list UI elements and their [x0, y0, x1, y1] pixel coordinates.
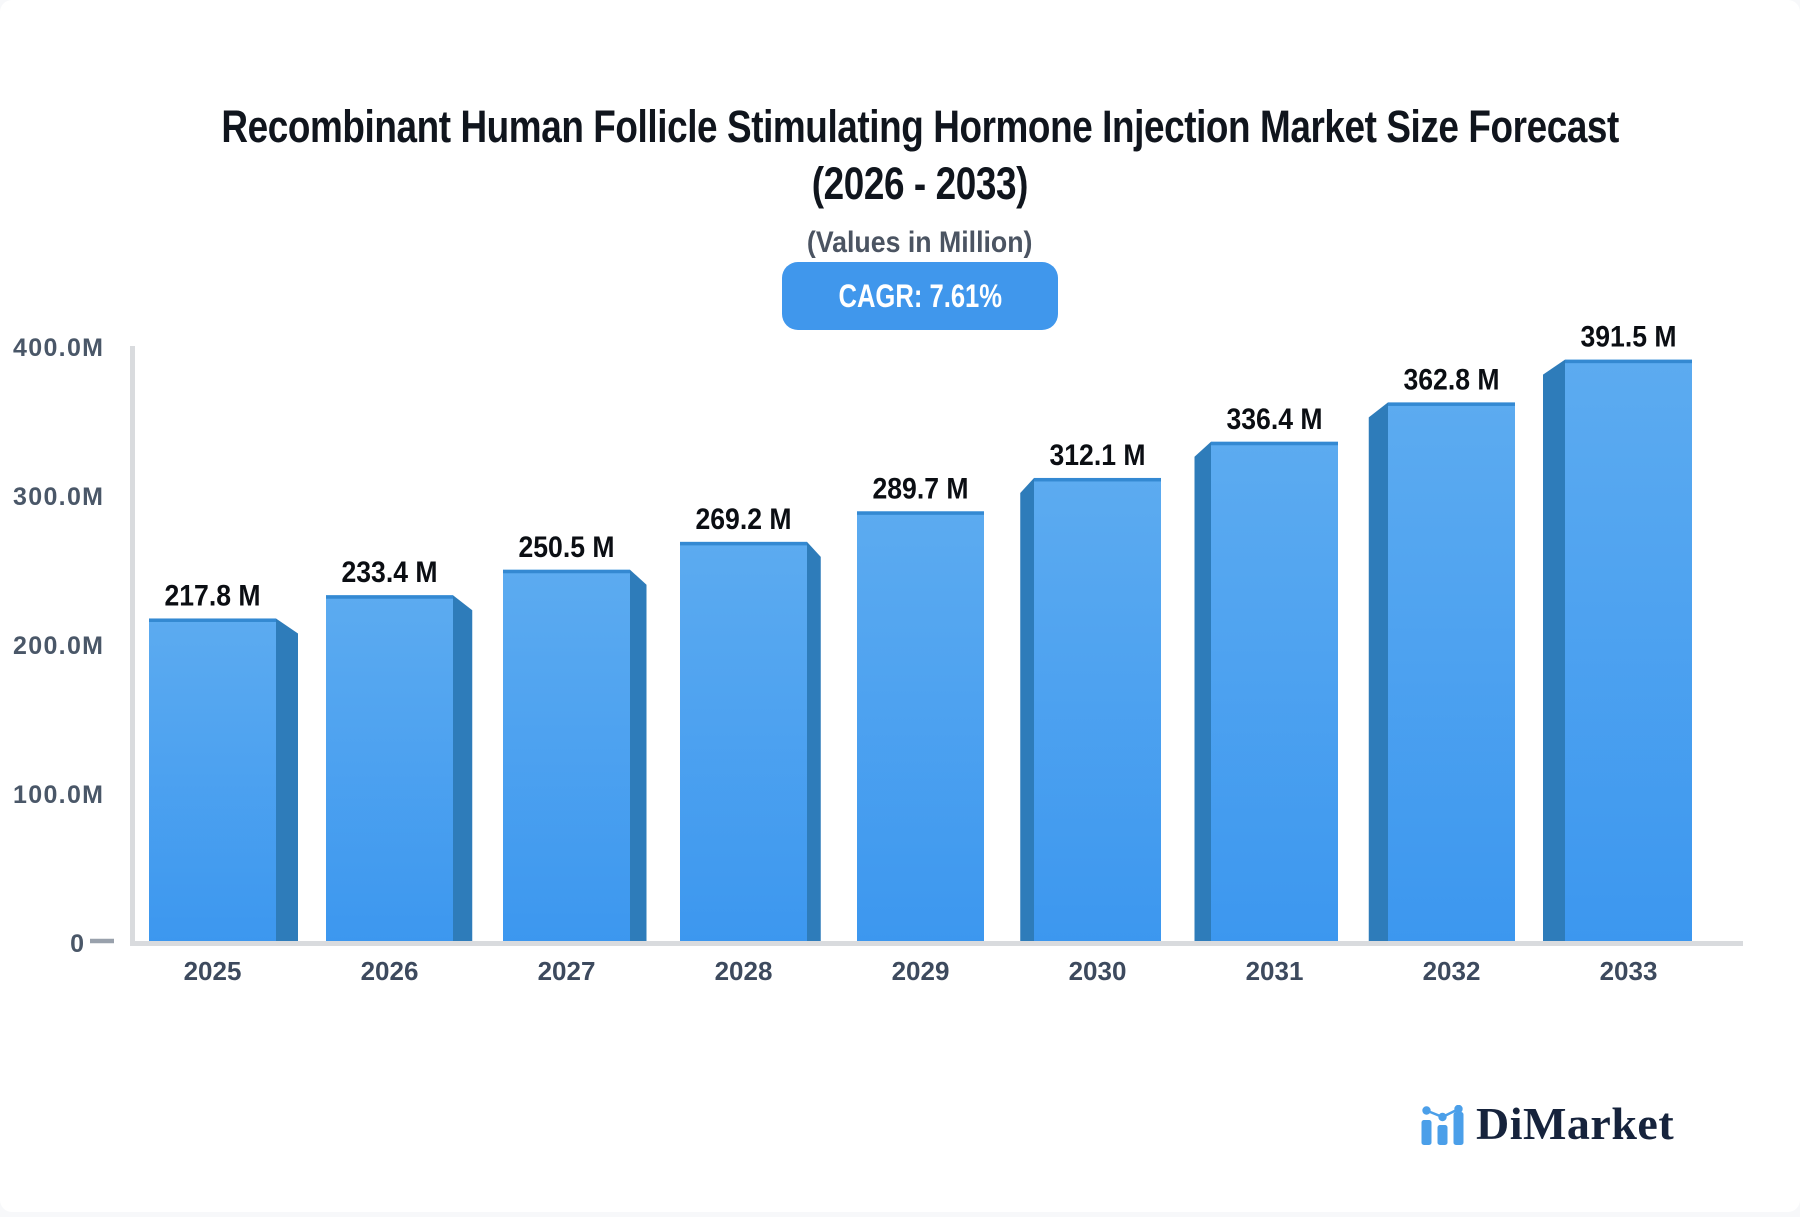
bar-side-3d [1020, 477, 1034, 944]
x-axis-tick-label: 2026 [361, 956, 419, 986]
bar-value-label: 217.8 M [165, 579, 261, 612]
bar-value-label: 269.2 M [696, 503, 792, 536]
chart-subtitle: (Values in Million) [807, 226, 1033, 259]
y-axis-tick-label: 200.0M [13, 632, 103, 660]
chart-header: Recombinant Human Follicle Stimulating H… [30, 98, 1800, 330]
x-axis-tick-label: 2029 [892, 956, 950, 986]
bar-side-3d [1194, 441, 1211, 944]
bar-side-3d [453, 595, 473, 944]
brand-logo-text: DiMarket [1476, 1098, 1675, 1149]
x-axis-tick-label: 2031 [1246, 956, 1304, 986]
x-axis-tick-label: 2028 [715, 956, 773, 986]
bar-top-edge [503, 569, 630, 574]
x-axis-tick-label: 2027 [538, 956, 596, 986]
bar-top-edge [149, 618, 276, 622]
bar-2030[interactable] [1034, 477, 1161, 944]
chart-title-line1: Recombinant Human Follicle Stimulating H… [221, 101, 1619, 152]
x-axis-tick-label: 2030 [1069, 956, 1127, 986]
bar-value-label: 362.8 M [1404, 363, 1500, 396]
bar-2032[interactable] [1388, 402, 1515, 945]
bar-value-label: 391.5 M [1581, 321, 1677, 354]
bar-2027[interactable] [503, 569, 630, 944]
bar-top-edge [1034, 477, 1161, 482]
cagr-badge: CAGR: 7.61% [781, 262, 1059, 330]
bar-top-edge [1565, 359, 1692, 364]
y-axis-tick-label: 0 [70, 930, 84, 958]
bar-2029[interactable] [857, 511, 984, 944]
bar-side-3d [1368, 402, 1388, 945]
y-axis-tick-label: 100.0M [13, 781, 103, 809]
bar-2028[interactable] [680, 541, 807, 944]
bar-side-3d [1543, 359, 1565, 944]
bar-value-label: 233.4 M [342, 556, 438, 589]
x-axis-tick-label: 2033 [1600, 956, 1658, 986]
bar-line-chart-icon [1421, 1105, 1464, 1145]
bar-value-label: 312.1 M [1050, 439, 1146, 472]
y-axis-tick-label: 300.0M [13, 483, 103, 511]
bar-value-label: 336.4 M [1227, 403, 1323, 436]
bar-top-edge [326, 595, 453, 599]
x-axis-tick-label: 2032 [1423, 956, 1481, 986]
bar-value-label: 289.7 M [873, 472, 969, 505]
bar-side-3d [807, 541, 821, 944]
bar-2031[interactable] [1211, 441, 1338, 944]
x-axis-tick-label: 2025 [184, 956, 242, 986]
bar-2033[interactable] [1565, 359, 1692, 944]
bar-top-edge [1211, 441, 1338, 446]
y-axis-tick-label: 400.0M [13, 334, 103, 362]
bar-2026[interactable] [326, 595, 453, 944]
bar-side-3d [276, 618, 298, 944]
bar-value-label: 250.5 M [519, 531, 615, 564]
bar-2025[interactable] [149, 618, 276, 944]
chart-title-line2: (2026 - 2033) [811, 158, 1029, 209]
bar-top-edge [680, 541, 807, 546]
brand-logo[interactable]: DiMarket [1420, 1100, 1674, 1148]
bar-side-3d [630, 569, 647, 944]
bar-top-edge [1388, 402, 1515, 406]
bar-top-edge [857, 511, 984, 515]
